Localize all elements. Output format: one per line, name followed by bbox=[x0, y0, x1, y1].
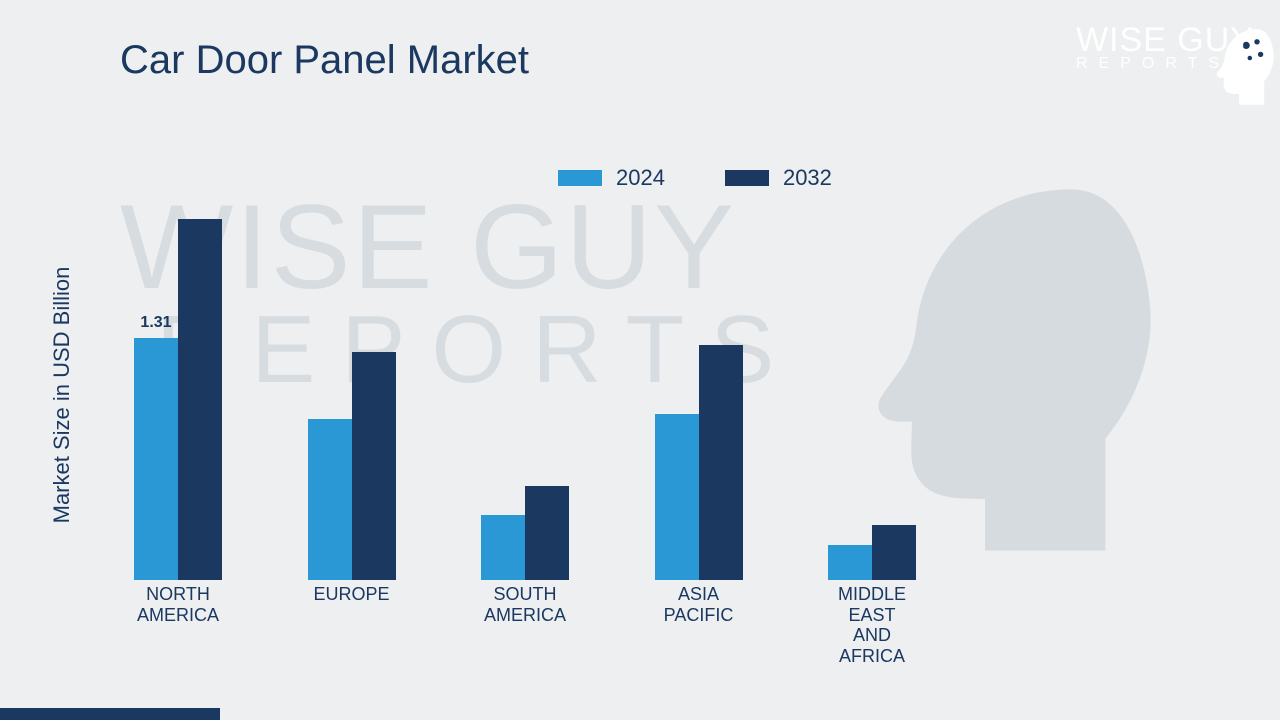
bar-y2032 bbox=[352, 352, 396, 580]
chart-area: Market Size in USD Billion 1.31 NORTHAME… bbox=[110, 210, 940, 580]
category-label: SOUTHAMERICA bbox=[465, 584, 585, 667]
bar-y2032 bbox=[178, 219, 222, 580]
category-label: NORTHAMERICA bbox=[118, 584, 238, 667]
bar-group bbox=[465, 486, 585, 580]
bar-y2024 bbox=[655, 414, 699, 581]
brand-line2: REPORTS bbox=[1076, 56, 1254, 71]
bar-y2032 bbox=[872, 525, 916, 581]
bar-y2024 bbox=[308, 419, 352, 580]
bar-y2024 bbox=[828, 545, 872, 580]
bar-group bbox=[292, 352, 412, 580]
category-label: EUROPE bbox=[292, 584, 412, 667]
bar-y2032 bbox=[699, 345, 743, 580]
bar-group bbox=[812, 525, 932, 581]
y-axis-label: Market Size in USD Billion bbox=[49, 267, 75, 524]
legend-item-2024: 2024 bbox=[558, 165, 665, 191]
chart-title: Car Door Panel Market bbox=[120, 38, 529, 83]
bottom-accent-bar bbox=[0, 708, 220, 720]
legend-swatch-2024 bbox=[558, 170, 602, 186]
category-label: MIDDLEEASTANDAFRICA bbox=[812, 584, 932, 667]
bar-y2024 bbox=[481, 515, 525, 580]
brand-line1: WISE GUY bbox=[1076, 24, 1254, 56]
bar-group bbox=[639, 345, 759, 580]
bar-y2032 bbox=[525, 486, 569, 580]
legend-item-2032: 2032 bbox=[725, 165, 832, 191]
legend-label-2032: 2032 bbox=[783, 165, 832, 191]
legend: 2024 2032 bbox=[558, 165, 832, 191]
page: WISE GUY REPORTS WISE GUY REPORTS Car Do… bbox=[0, 0, 1280, 720]
category-labels: NORTHAMERICA EUROPE SOUTHAMERICA ASIAPACIFI… bbox=[110, 580, 940, 667]
brand-logo: WISE GUY REPORTS bbox=[1076, 24, 1254, 71]
bar-y2024: 1.31 bbox=[134, 338, 178, 580]
category-label: ASIAPACIFIC bbox=[639, 584, 759, 667]
bars-container: 1.31 bbox=[110, 210, 940, 580]
bar-value-label: 1.31 bbox=[140, 314, 171, 332]
legend-label-2024: 2024 bbox=[616, 165, 665, 191]
legend-swatch-2032 bbox=[725, 170, 769, 186]
bar-group: 1.31 bbox=[118, 219, 238, 580]
